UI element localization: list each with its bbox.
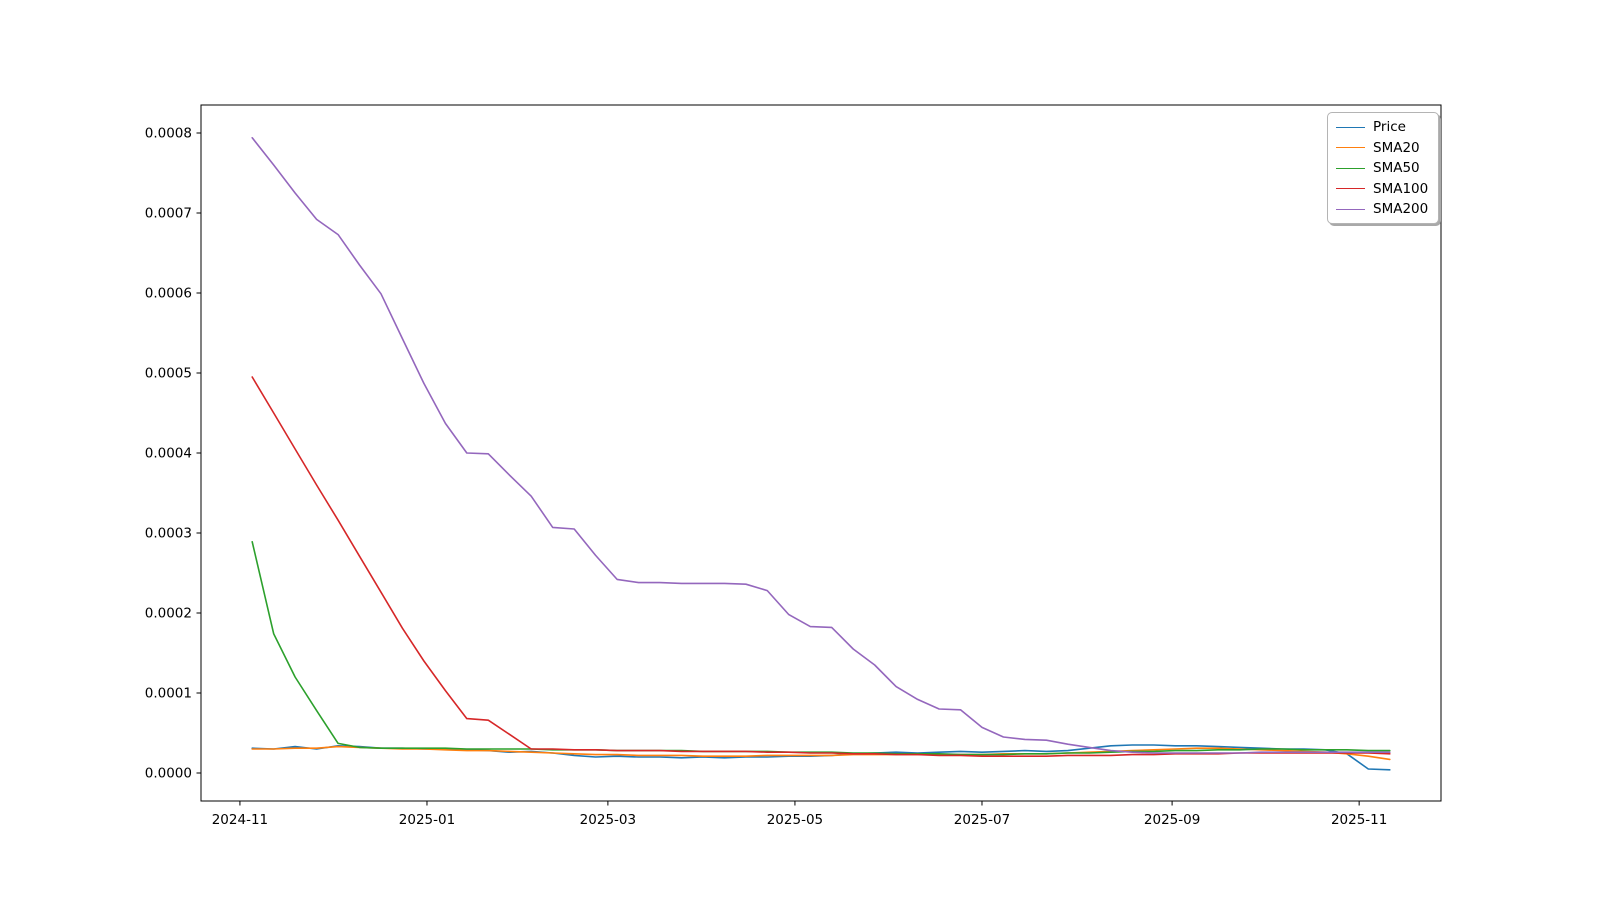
sma200-series-line <box>251 137 1391 754</box>
legend-swatch-sma20 <box>1336 147 1365 148</box>
legend-swatch-sma100 <box>1336 188 1365 189</box>
legend-label: SMA20 <box>1373 139 1420 156</box>
y-tick-label: 0.0008 <box>145 126 192 142</box>
x-tick-label: 2025-01 <box>399 812 455 828</box>
y-tick-label: 0.0007 <box>145 206 192 222</box>
y-tick-label: 0.0002 <box>145 606 192 622</box>
plot-border <box>200 104 1442 802</box>
legend-label: SMA200 <box>1373 201 1429 217</box>
sma20-series-line <box>251 745 1391 761</box>
x-tick-label: 2024-11 <box>212 812 268 828</box>
y-tick-label: 0.0003 <box>145 526 192 542</box>
legend-swatch-sma200 <box>1336 208 1365 210</box>
legend-entry-price: Price <box>1336 120 1428 134</box>
sma100-series-line <box>251 376 1391 758</box>
legend-entry-sma50: SMA50 <box>1336 161 1428 175</box>
x-tick-label: 2025-09 <box>1144 812 1200 828</box>
legend-label: SMA50 <box>1373 160 1420 176</box>
legend-entry-sma20: SMA20 <box>1336 141 1428 155</box>
y-tick-label: 0.0001 <box>145 686 192 702</box>
x-tick-label: 2025-11 <box>1331 812 1387 828</box>
y-tick-label: 0.0005 <box>145 366 192 382</box>
x-tick-label: 2025-03 <box>580 812 636 828</box>
legend-label: SMA100 <box>1373 180 1429 197</box>
legend: Price SMA20 SMA50 SMA100 SMA200 <box>1327 112 1440 224</box>
sma50-series-line <box>251 540 1391 756</box>
legend-swatch-price <box>1336 126 1365 128</box>
legend-entry-sma100: SMA100 <box>1336 182 1428 196</box>
y-tick-label: 0.0006 <box>145 286 192 302</box>
y-tick-label: 0.0000 <box>145 766 192 782</box>
x-tick-label: 2025-05 <box>767 812 823 828</box>
legend-label: Price <box>1373 119 1406 135</box>
y-tick-label: 0.0004 <box>145 446 192 462</box>
legend-entry-sma200: SMA200 <box>1336 202 1428 216</box>
x-tick-label: 2025-07 <box>954 812 1010 828</box>
legend-swatch-sma50 <box>1336 167 1365 169</box>
